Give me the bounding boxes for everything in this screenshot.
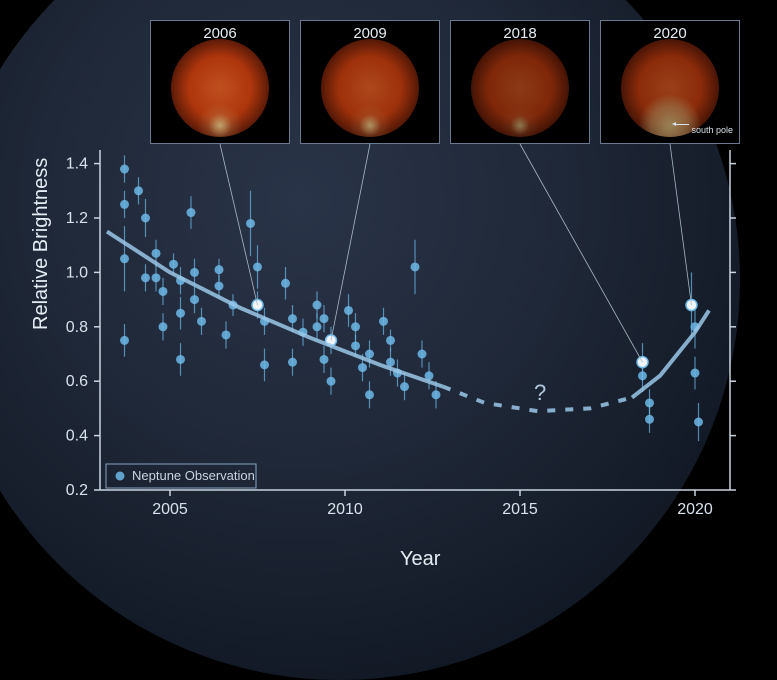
trend-question-mark: ? xyxy=(534,380,546,405)
svg-text:0.4: 0.4 xyxy=(66,428,88,445)
thermal-planet-2018 xyxy=(471,39,569,137)
svg-text:2005: 2005 xyxy=(152,501,188,518)
south-pole-annotation: south pole xyxy=(691,125,733,135)
svg-text:1.2: 1.2 xyxy=(66,210,88,227)
inset-2009: 2009 xyxy=(300,20,440,144)
legend-marker xyxy=(116,472,125,481)
svg-text:2020: 2020 xyxy=(677,501,713,518)
inset-2020: 2020south pole xyxy=(600,20,740,144)
svg-text:2010: 2010 xyxy=(327,501,363,518)
inset-2018: 2018 xyxy=(450,20,590,144)
thermal-planet-2020 xyxy=(621,39,719,137)
brightness-chart: 0.20.40.60.81.01.21.42005201020152020 Ne… xyxy=(100,150,740,520)
x-axis-label: Year xyxy=(400,548,440,570)
svg-text:2015: 2015 xyxy=(502,501,538,518)
thermal-planet-2006 xyxy=(171,39,269,137)
svg-text:0.2: 0.2 xyxy=(66,482,88,499)
svg-text:1.0: 1.0 xyxy=(66,264,88,281)
inset-thumbnails-row: 2006200920182020south pole xyxy=(150,20,740,144)
inset-2006: 2006 xyxy=(150,20,290,144)
thermal-planet-2009 xyxy=(321,39,419,137)
svg-text:0.8: 0.8 xyxy=(66,319,88,336)
svg-text:0.6: 0.6 xyxy=(66,373,88,390)
svg-text:1.4: 1.4 xyxy=(66,156,88,173)
legend-label: Neptune Observation xyxy=(132,468,255,483)
y-axis-label: Relative Brightness xyxy=(30,158,52,330)
south-pole-arrow-icon xyxy=(675,124,689,125)
